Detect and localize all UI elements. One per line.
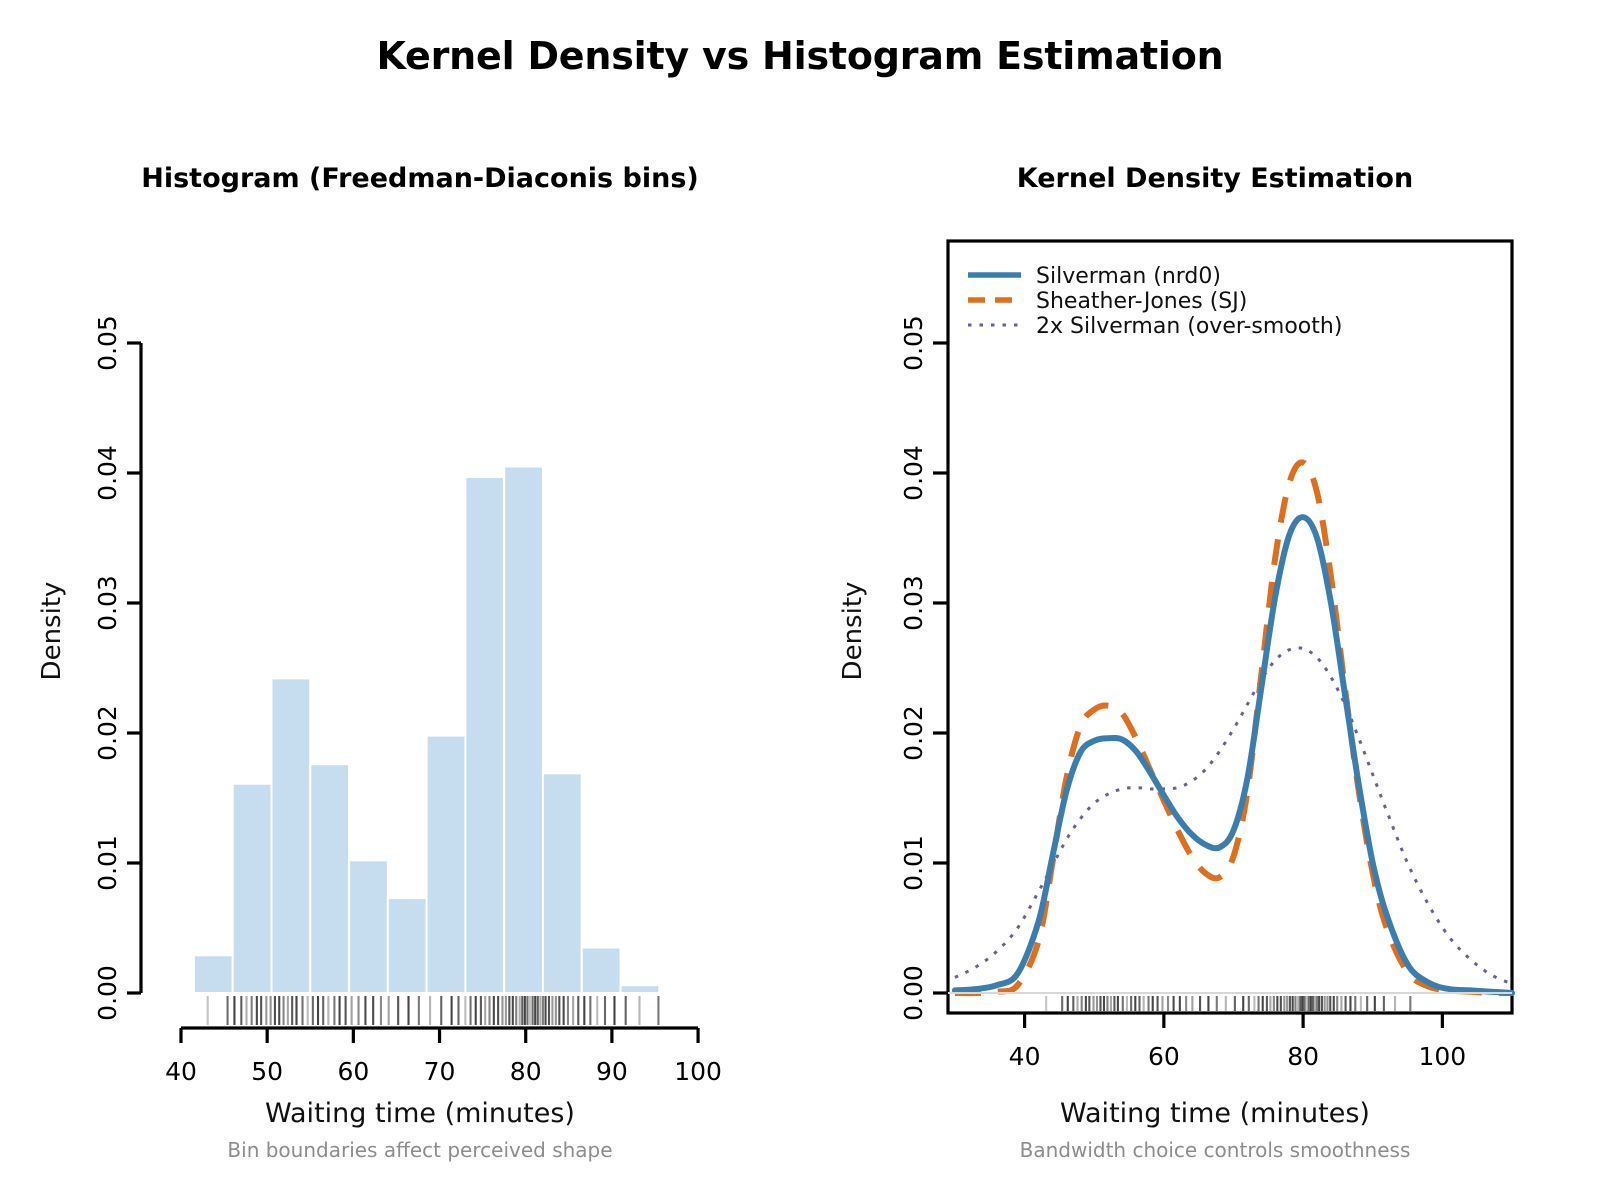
kde-rug <box>1045 996 1412 1011</box>
x-tick-label: 100 <box>1419 1042 1467 1071</box>
x-tick-label: 100 <box>674 1057 722 1086</box>
y-tick-label: 0.05 <box>899 315 928 371</box>
kde-curve-dotted <box>954 646 1513 986</box>
panel-kde-caption: Bandwidth choice controls smoothness <box>1019 1138 1411 1162</box>
y-tick-label: 0.00 <box>899 965 928 1021</box>
histogram-bar <box>619 984 661 995</box>
histogram-bar <box>464 475 506 994</box>
x-tick-label: 50 <box>251 1057 283 1086</box>
panel-histogram-caption: Bin boundaries affect perceived shape <box>227 1138 613 1162</box>
x-tick-label: 90 <box>596 1057 628 1086</box>
histogram-bar <box>231 782 273 995</box>
y-tick-label: 0.01 <box>899 835 928 891</box>
y-tick-label: 0.03 <box>93 575 122 631</box>
histogram-bar <box>386 897 428 994</box>
figure-title: Kernel Density vs Histogram Estimation <box>376 34 1224 78</box>
panel-histogram-title: Histogram (Freedman-Diaconis bins) <box>141 163 699 194</box>
y-tick-label: 0.04 <box>93 445 122 501</box>
kde-legend: Silverman (nrd0)Sheather-Jones (SJ)2x Si… <box>968 264 1342 339</box>
x-tick-label: 60 <box>1148 1042 1180 1071</box>
kde-x-axis: 40 60 80 100 <box>1009 1013 1467 1071</box>
histogram-bar <box>309 763 351 995</box>
panel-kde-title: Kernel Density Estimation <box>1016 163 1414 194</box>
y-tick-label: 0.02 <box>93 705 122 761</box>
x-tick-label: 40 <box>1009 1042 1041 1071</box>
histogram-plot: 0.00 0.01 0.02 0.03 0.04 0.05 40 50 60 70 80 90 100 <box>93 315 722 1086</box>
legend-label: Silverman (nrd0) <box>1036 264 1221 289</box>
legend-label: 2x Silverman (over-smooth) <box>1036 314 1342 339</box>
histogram-x-axis: 40 50 60 70 80 90 100 <box>165 1026 722 1086</box>
kde-curve-solid <box>951 514 1515 996</box>
legend-label: Sheather-Jones (SJ) <box>1036 289 1247 314</box>
histogram-bars <box>192 465 661 995</box>
x-tick-label: 80 <box>510 1057 542 1086</box>
kde-plot: 0.00 0.01 0.02 0.03 0.04 0.05 40 60 80 100 Silverm… <box>899 239 1515 1071</box>
panel-kde-xlabel: Waiting time (minutes) <box>1060 1098 1370 1129</box>
x-tick-label: 40 <box>165 1057 197 1086</box>
y-tick-label: 0.03 <box>899 575 928 631</box>
kde-curves <box>951 459 1515 997</box>
panel-histogram-xlabel: Waiting time (minutes) <box>265 1098 575 1129</box>
panel-histogram: Histogram (Freedman-Diaconis bins) Densi… <box>37 163 722 1162</box>
panel-kde: Kernel Density Estimation Density 0.00 0.… <box>800 0 1600 1200</box>
kde-plot-frame <box>946 239 1514 1015</box>
kde-curve-dashed <box>954 459 1513 997</box>
histogram-bar <box>348 859 389 995</box>
y-tick-label: 0.02 <box>899 705 928 761</box>
histogram-bar <box>425 734 467 994</box>
y-tick-label: 0.04 <box>899 445 928 501</box>
histogram-bar <box>580 946 622 994</box>
y-tick-label: 0.01 <box>93 835 122 891</box>
histogram-bar <box>192 954 234 994</box>
histogram-bar <box>503 465 544 994</box>
histogram-y-axis: 0.00 0.01 0.02 0.03 0.04 0.05 <box>93 315 143 1021</box>
x-tick-label: 60 <box>337 1057 369 1086</box>
x-tick-label: 70 <box>424 1057 456 1086</box>
histogram-bar <box>541 772 583 994</box>
histogram-rug <box>206 996 660 1025</box>
histogram-bar <box>270 677 312 995</box>
kde-y-axis: 0.00 0.01 0.02 0.03 0.04 0.05 <box>899 315 948 1021</box>
y-tick-label: 0.05 <box>93 315 122 371</box>
x-tick-label: 80 <box>1287 1042 1319 1071</box>
y-tick-label: 0.00 <box>93 965 122 1021</box>
